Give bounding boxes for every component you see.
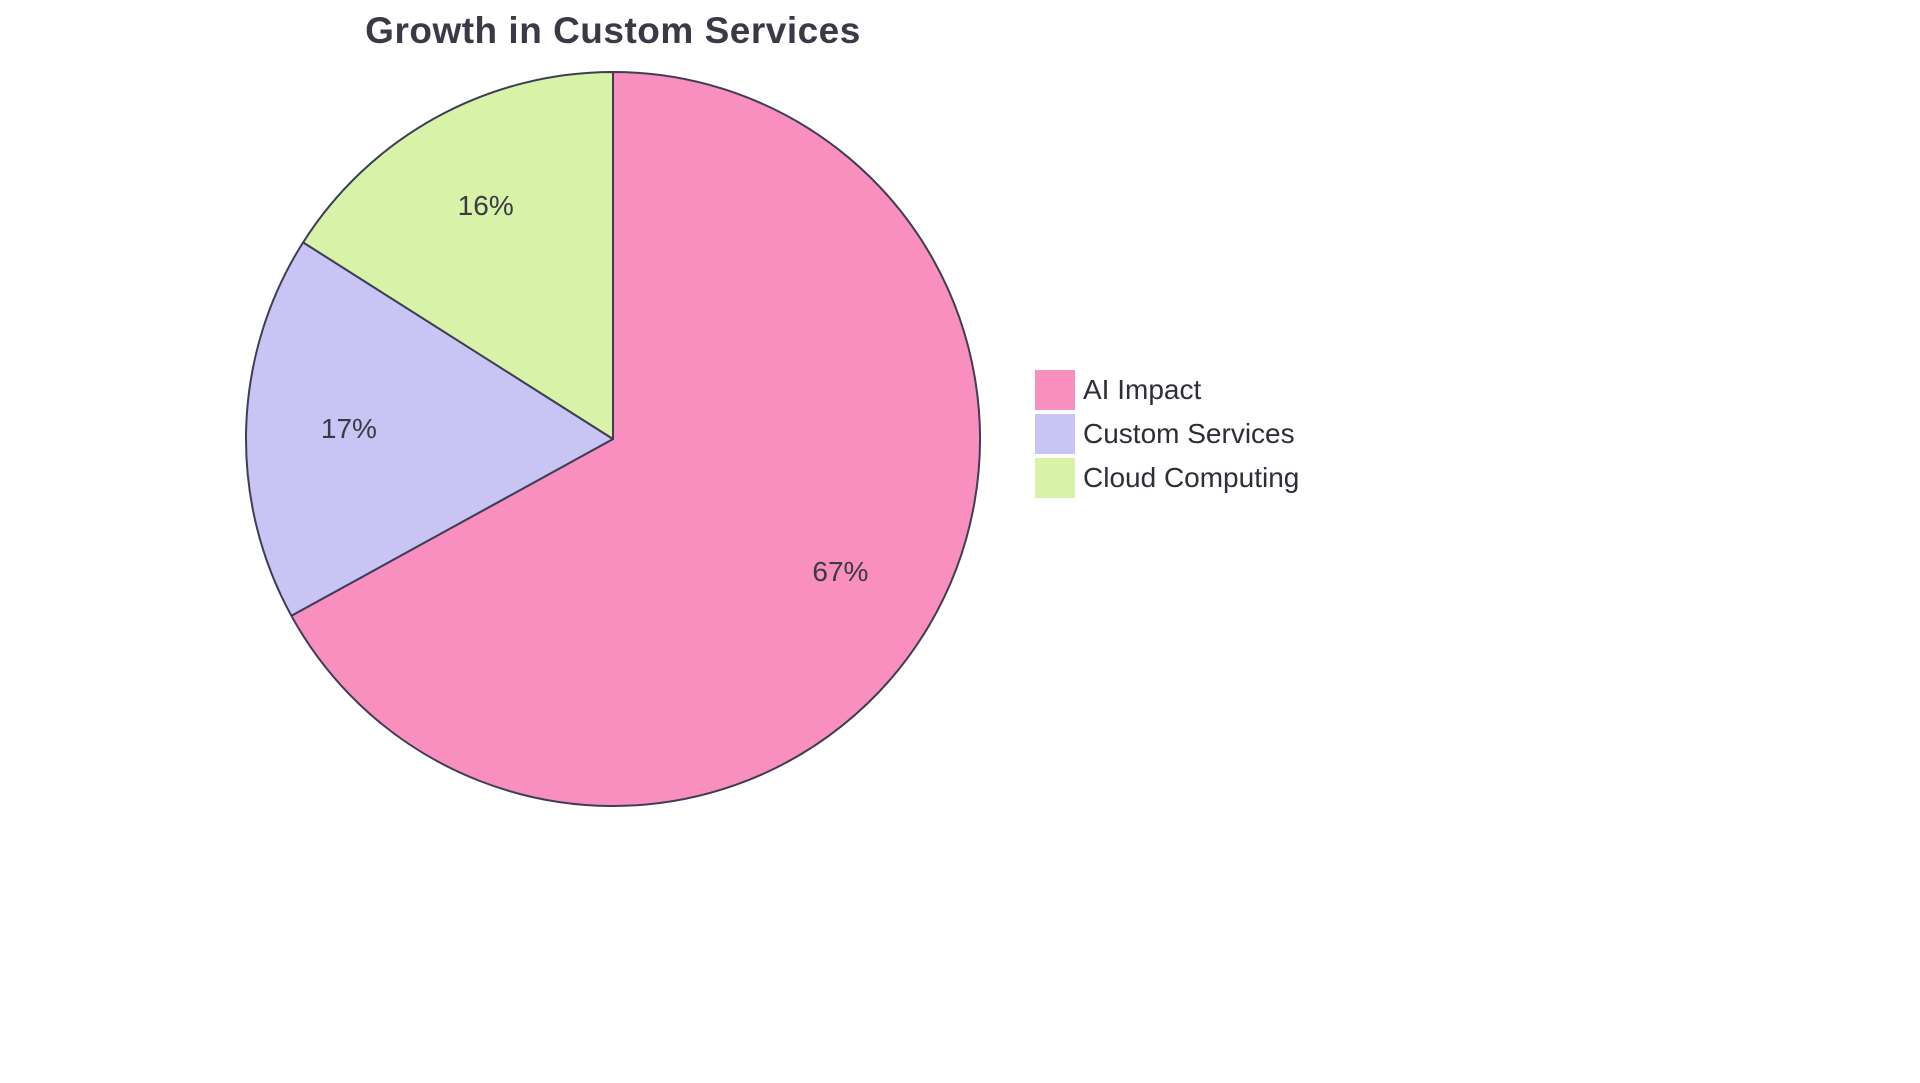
legend-swatch <box>1035 414 1075 454</box>
pie-slice-custom-services <box>245 241 614 617</box>
slice-value-label: 67% <box>812 556 868 587</box>
pie-slice-ai-impact <box>290 71 981 807</box>
legend-item-cloud-computing: Cloud Computing <box>1035 458 1299 498</box>
legend-item-custom-services: Custom Services <box>1035 414 1299 454</box>
pie-slice-cloud-computing <box>302 71 614 440</box>
slice-value-label: 16% <box>458 190 514 221</box>
legend-swatch <box>1035 370 1075 410</box>
legend-label: AI Impact <box>1083 374 1202 405</box>
chart-title: Growth in Custom Services <box>365 10 861 51</box>
legend-label: Custom Services <box>1083 418 1295 449</box>
legend-label: Cloud Computing <box>1083 462 1300 493</box>
slice-value-label: 17% <box>321 413 377 444</box>
legend-swatch <box>1035 458 1075 498</box>
legend: AI Impact Custom Services Cloud Computing <box>1035 370 1299 498</box>
legend-item-ai-impact: AI Impact <box>1035 370 1299 410</box>
